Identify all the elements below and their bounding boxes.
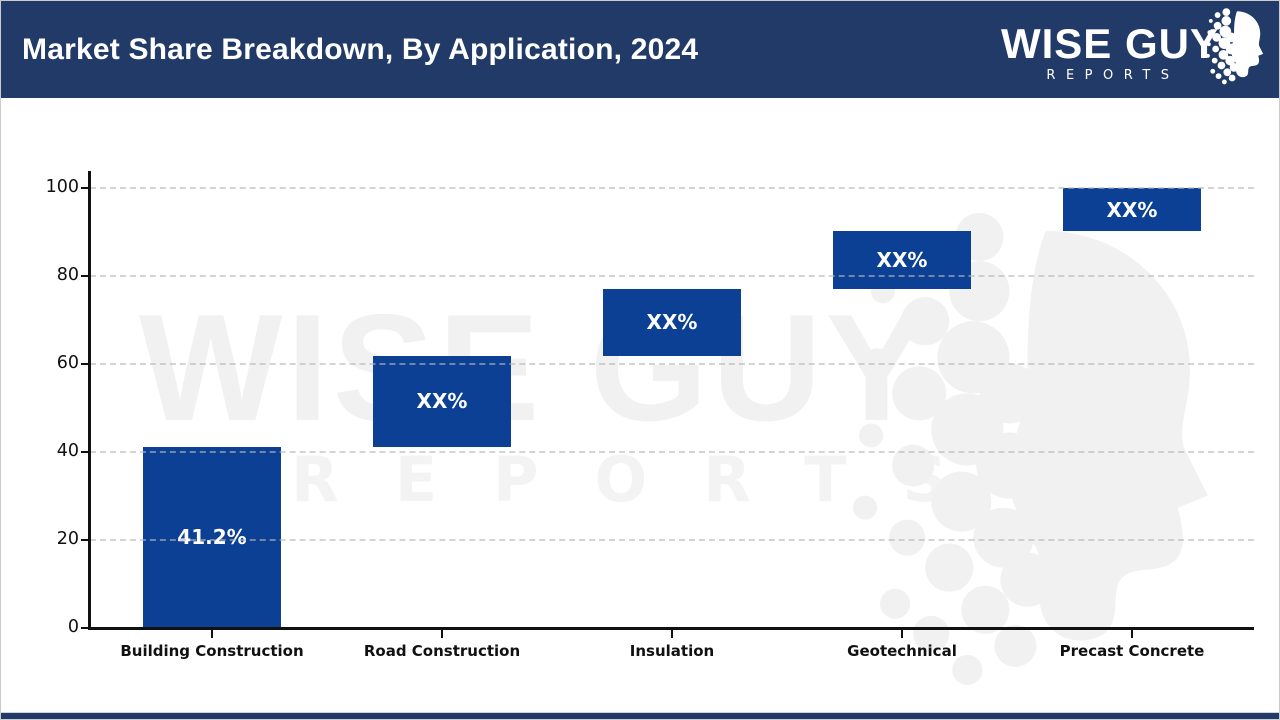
y-axis-tick-mark [81,451,89,453]
bar-road-construction: XX% [373,356,511,447]
x-axis-tick-mark [441,630,443,638]
footer-bar [1,713,1279,719]
header-bar: Market Share Breakdown, By Application, … [1,1,1279,98]
x-axis-tick-mark [1131,630,1133,638]
y-axis-tick-label: 40 [56,441,79,461]
x-axis-category-label: Geotechnical [847,642,957,660]
bar-value-label: 41.2% [177,525,247,550]
y-axis-tick-mark [81,187,89,189]
bar-building-construction: 41.2% [143,446,281,628]
x-axis-category-label: Road Construction [363,642,521,660]
y-axis-tick-mark [81,539,89,541]
y-axis-tick-label: 0 [67,617,79,637]
bar-value-label: XX% [1106,197,1158,222]
logo-reports-label: REPORTS [1046,68,1180,83]
bar-value-label: XX% [646,310,698,335]
gridline-40 [90,451,1254,453]
bar-geotechnical: XX% [833,231,971,289]
gridline-20 [90,539,1254,541]
y-axis-line [88,171,91,630]
x-axis-category-label: Building Construction [120,642,304,660]
wise-guy-reports-logo: WISE GUY REPORTS [1001,7,1267,93]
y-axis-tick-label: 20 [56,529,79,549]
watermark-text-reports: REPORTS [291,443,1004,516]
gridline-60 [90,363,1254,365]
bar-precast-concrete: XX% [1063,188,1201,232]
y-axis-tick-label: 60 [56,353,79,373]
bar-value-label: XX% [416,389,468,414]
x-axis-category-label: Precast Concrete [1059,642,1205,660]
gridline-100 [90,187,1254,189]
waterfall-chart: 0 20 40 60 80 100 41.2% Building Construction XX… [1,98,1279,715]
bar-insulation: XX% [603,288,741,357]
logo-text: WISE GUY REPORTS [1000,20,1219,84]
logo-wise-guy-label: WISE GUY [1000,20,1219,67]
x-axis-tick-mark [211,630,213,638]
y-axis-tick-label: 80 [56,265,79,285]
gridline-80 [90,275,1254,277]
x-axis-tick-mark [901,630,903,638]
watermark-head-logo [847,207,1232,716]
watermark-text: WISE GUY [139,283,932,453]
head-profile-icon [1205,7,1267,93]
y-axis-tick-label: 100 [45,177,79,197]
footer-divider [1,712,1279,713]
page-title: Market Share Breakdown, By Application, … [22,32,699,66]
x-axis-line [88,627,1254,630]
bar-value-label: XX% [876,247,928,272]
x-axis-category-label: Insulation [629,642,715,660]
y-axis-tick-mark [81,363,89,365]
x-axis-tick-mark [671,630,673,638]
y-axis-tick-mark [81,627,89,629]
y-axis-tick-mark [81,275,89,277]
